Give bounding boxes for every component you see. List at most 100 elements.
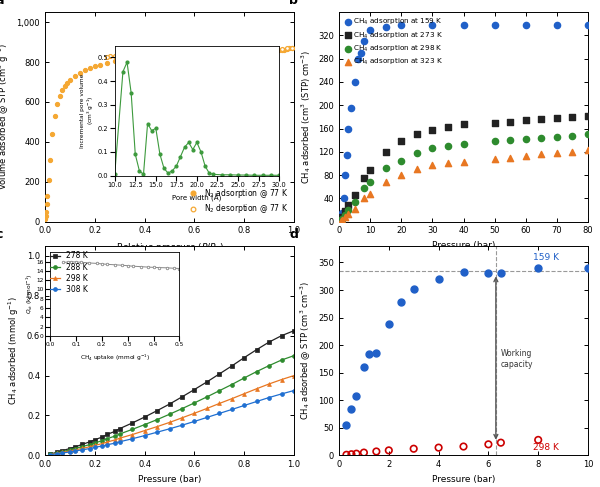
CH$_4$ adsorption at 273 K: [397, 137, 406, 145]
N$_2$ desorption @ 77 K: [116, 53, 124, 59]
288 K: [278, 357, 285, 363]
278 K: [278, 333, 285, 338]
278 K: [54, 449, 61, 455]
Point: [484, 440, 493, 448]
N$_2$ desorption @ 77 K: [228, 50, 235, 56]
N$_2$ desorption @ 77 K: [171, 51, 178, 57]
N$_2$ adsorption @ 77 K: [86, 65, 94, 71]
N$_2$ desorption @ 77 K: [141, 52, 148, 58]
Point: [352, 392, 361, 400]
CH$_4$ adsorption at 273 K: [412, 131, 422, 138]
Point: [384, 447, 394, 454]
298 K: [154, 424, 161, 430]
308 K: [67, 449, 74, 455]
N$_2$ adsorption @ 77 K: [166, 52, 173, 57]
CH$_4$ adsorption at 323 K: [490, 155, 499, 163]
CH$_4$ adsorption at 159 K: [365, 26, 375, 34]
X-axis label: Pressure (bar): Pressure (bar): [432, 475, 495, 484]
Legend: CH$_4$ adsorption at 159 K, CH$_4$ adsorption at 273 K, CH$_4$ adsorption at 298: CH$_4$ adsorption at 159 K, CH$_4$ adsor…: [343, 16, 445, 68]
N$_2$ desorption @ 77 K: [146, 52, 153, 58]
298 K: [191, 411, 198, 416]
N$_2$ adsorption @ 77 K: [46, 157, 53, 163]
CH$_4$ adsorption at 298 K: [344, 206, 353, 214]
CH$_4$ adsorption at 323 K: [365, 190, 375, 198]
N$_2$ adsorption @ 77 K: [216, 50, 223, 56]
CH$_4$ adsorption at 273 K: [336, 216, 346, 224]
308 K: [86, 446, 94, 451]
288 K: [228, 382, 235, 388]
N$_2$ desorption @ 77 K: [191, 51, 198, 56]
CH$_4$ adsorption at 298 K: [521, 135, 530, 143]
N$_2$ adsorption @ 77 K: [203, 50, 211, 56]
288 K: [79, 444, 86, 450]
N$_2$ adsorption @ 77 K: [288, 45, 295, 51]
N$_2$ adsorption @ 77 K: [266, 48, 273, 54]
298 K: [166, 419, 173, 425]
N$_2$ adsorption @ 77 K: [56, 93, 64, 99]
298 K: [141, 428, 148, 433]
288 K: [71, 446, 79, 451]
N$_2$ adsorption @ 77 K: [191, 51, 198, 56]
CH$_4$ adsorption at 298 K: [359, 185, 368, 192]
CH$_4$ adsorption at 298 K: [568, 132, 577, 140]
288 K: [91, 440, 98, 446]
N$_2$ desorption @ 77 K: [288, 45, 295, 51]
298 K: [91, 443, 98, 449]
Y-axis label: Volume adsorbed @ STP (cm$^3$ g$^{-1}$): Volume adsorbed @ STP (cm$^3$ g$^{-1}$): [0, 43, 11, 190]
308 K: [116, 439, 124, 445]
CH$_4$ adsorption at 298 K: [428, 144, 437, 152]
Point: [434, 444, 443, 451]
CH$_4$ adsorption at 273 K: [552, 114, 562, 122]
298 K: [79, 446, 86, 451]
CH$_4$ adsorption at 323 K: [350, 205, 359, 213]
N$_2$ adsorption @ 77 K: [49, 131, 56, 137]
CH$_4$ adsorption at 159 K: [552, 21, 562, 29]
CH$_4$ adsorption at 273 K: [344, 202, 353, 209]
288 K: [154, 417, 161, 423]
N$_2$ desorption @ 77 K: [253, 48, 260, 54]
Point: [397, 298, 406, 306]
278 K: [111, 429, 118, 434]
N$_2$ adsorption @ 77 K: [104, 60, 111, 66]
288 K: [141, 422, 148, 428]
278 K: [290, 328, 298, 334]
N$_2$ desorption @ 77 K: [268, 47, 275, 53]
CH$_4$ adsorption at 298 K: [412, 149, 422, 157]
278 K: [228, 363, 235, 369]
Point: [341, 421, 351, 429]
288 K: [203, 394, 211, 400]
N$_2$ adsorption @ 77 K: [178, 51, 185, 57]
CH$_4$ adsorption at 323 K: [337, 216, 347, 224]
X-axis label: Pressure (bar): Pressure (bar): [432, 241, 495, 250]
CH$_4$ adsorption at 323 K: [505, 154, 515, 162]
CH$_4$ adsorption at 323 K: [359, 194, 368, 202]
278 K: [59, 448, 66, 453]
288 K: [241, 375, 248, 381]
CH$_4$ adsorption at 298 K: [397, 157, 406, 165]
CH$_4$ adsorption at 273 K: [340, 207, 350, 215]
Point: [409, 285, 418, 293]
N$_2$ desorption @ 77 K: [106, 54, 113, 59]
308 K: [278, 391, 285, 397]
298 K: [59, 450, 66, 455]
N$_2$ desorption @ 77 K: [216, 50, 223, 56]
CH$_4$ adsorption at 159 K: [381, 23, 391, 31]
298 K: [178, 415, 185, 421]
288 K: [116, 431, 124, 437]
278 K: [241, 355, 248, 360]
Line: 288 K: 288 K: [48, 354, 296, 456]
N$_2$ adsorption @ 77 K: [96, 62, 103, 68]
Point: [364, 351, 374, 358]
Y-axis label: CH$_4$ adsorbed (mmol g$^{-1}$): CH$_4$ adsorbed (mmol g$^{-1}$): [7, 296, 22, 405]
308 K: [128, 436, 136, 442]
298 K: [290, 373, 298, 378]
N$_2$ desorption @ 77 K: [258, 48, 265, 54]
298 K: [228, 396, 235, 402]
N$_2$ adsorption @ 77 K: [91, 63, 98, 69]
N$_2$ adsorption @ 77 K: [111, 58, 118, 64]
Point: [347, 405, 356, 412]
CH$_4$ adsorption at 273 K: [350, 191, 359, 199]
CH$_4$ adsorption at 298 K: [340, 211, 350, 219]
Point: [371, 350, 381, 357]
278 K: [128, 420, 136, 426]
